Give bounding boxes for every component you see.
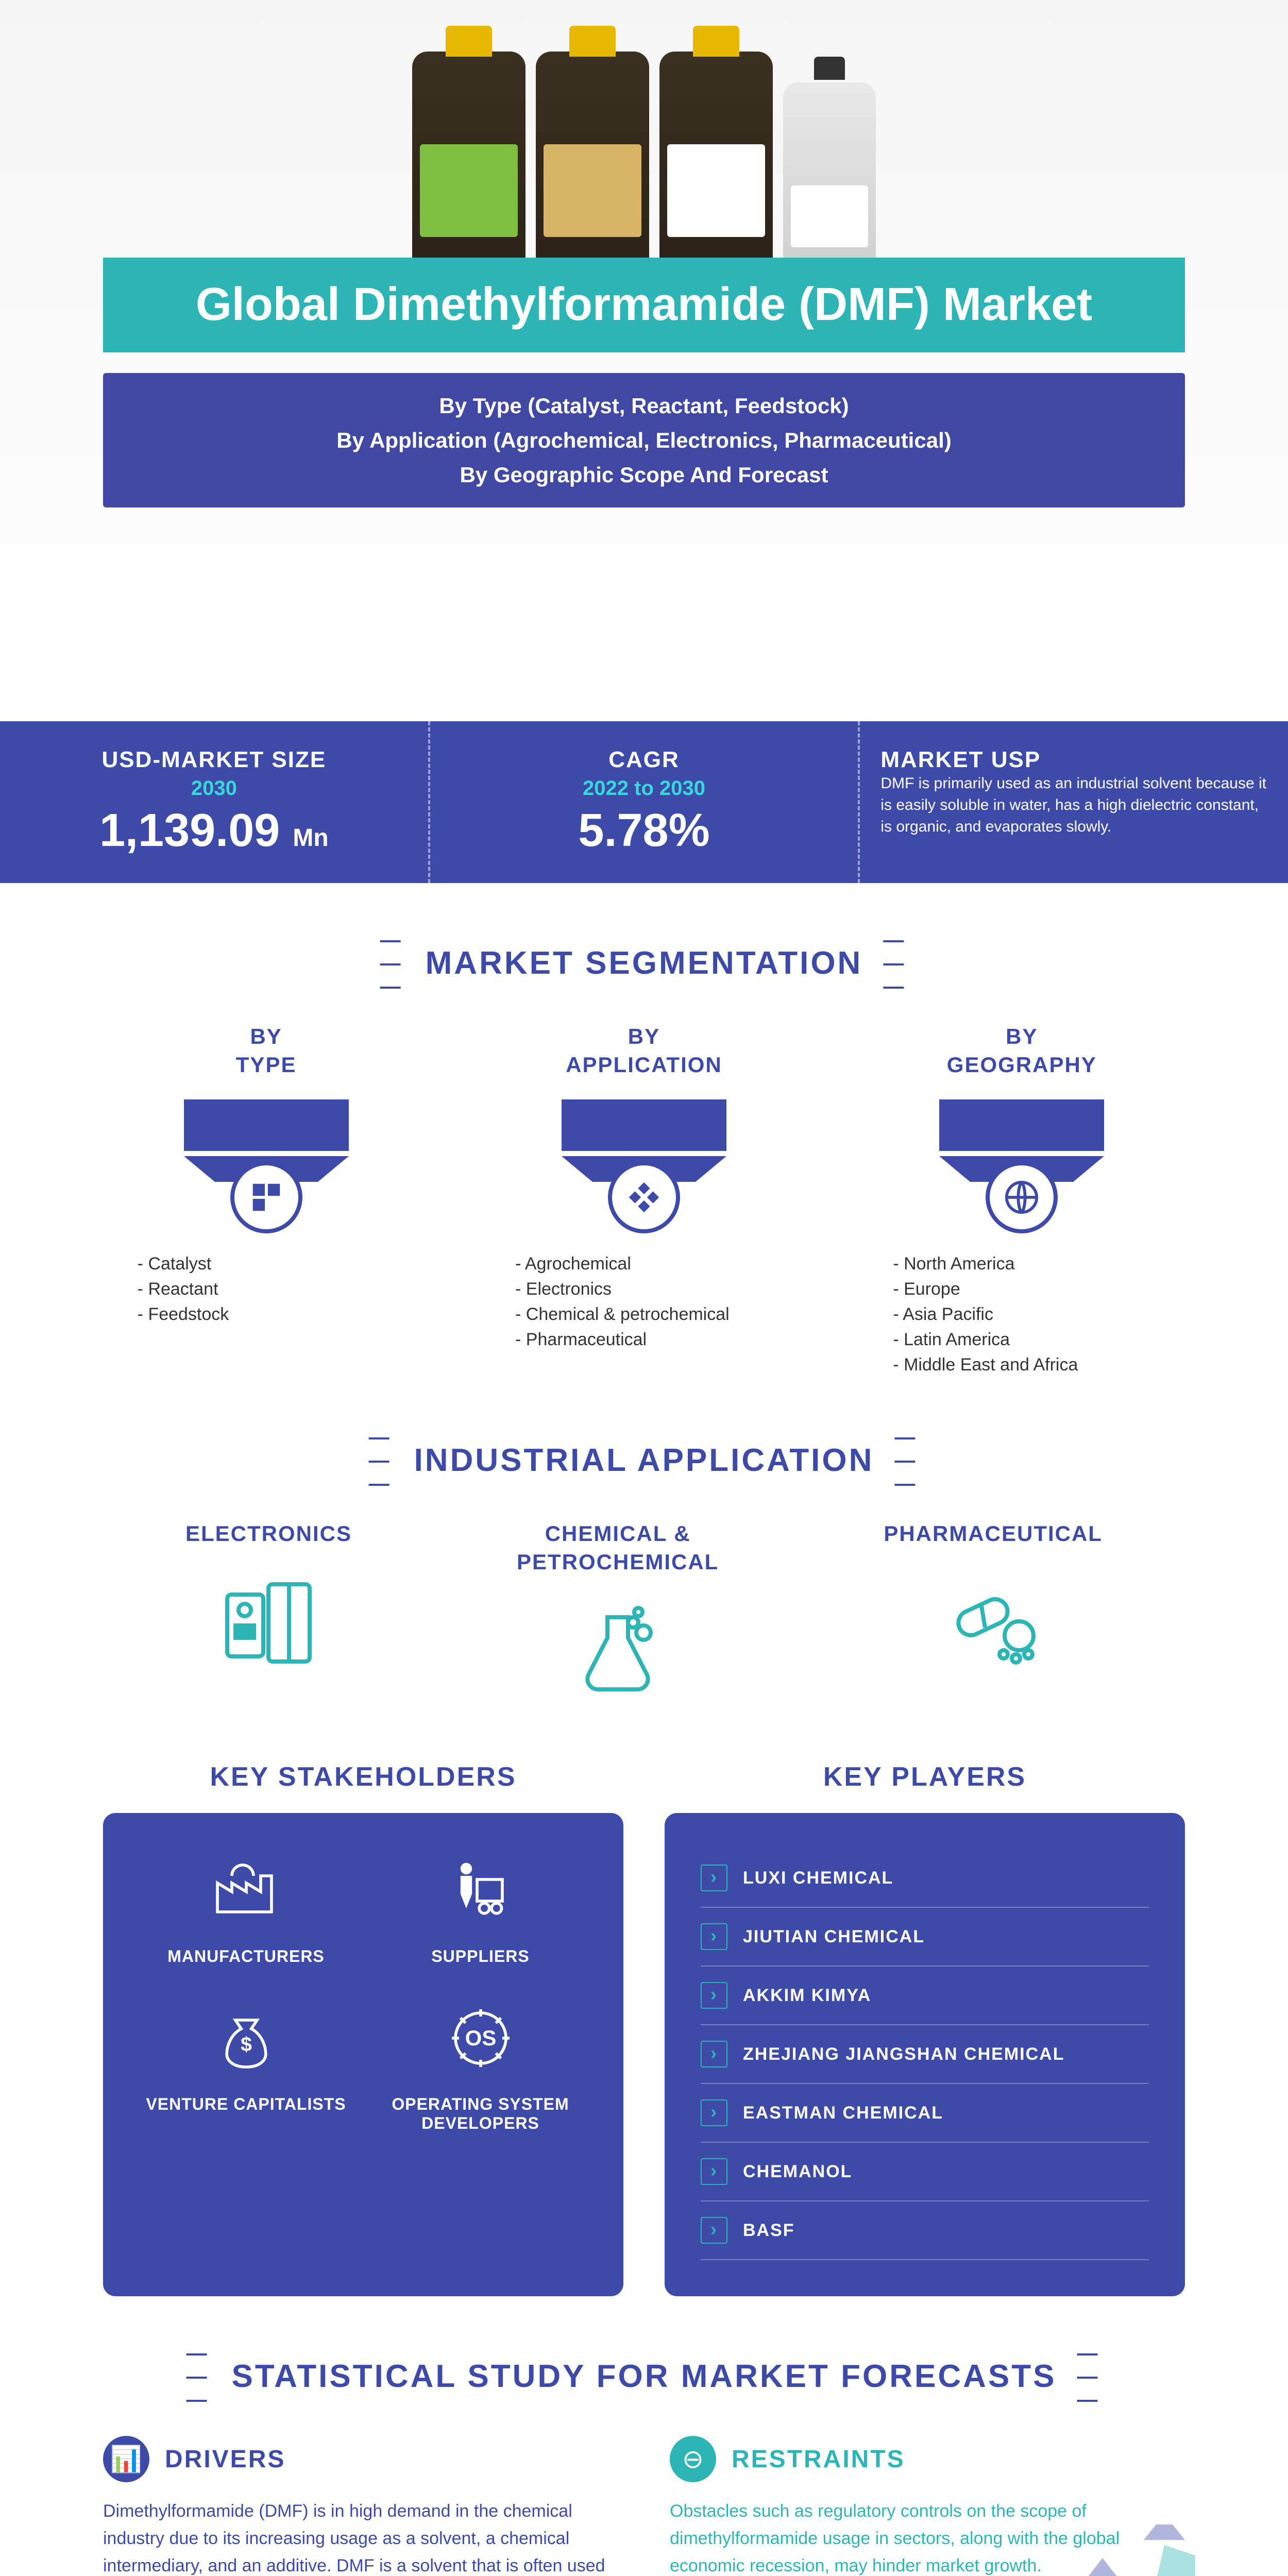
growth-arrows-graphic: [1005, 2524, 1211, 2576]
globe-icon: [986, 1161, 1058, 1233]
seg-banner: [184, 1099, 349, 1151]
subtitle-line: By Application (Agrochemical, Electronic…: [118, 423, 1170, 457]
stakeholders-card: MANUFACTURERS SUPPLIERS $ VENTURE CAPITA…: [103, 1813, 623, 2296]
stakeholder-item: $ VENTURE CAPITALISTS: [139, 1997, 353, 2133]
ind-electronics: ELECTRONICS: [185, 1520, 352, 1710]
cagr-stat: CAGR 2022 to 2030 5.78%: [430, 721, 860, 883]
drivers-text: Dimethylformamide (DMF) is in high deman…: [103, 2498, 618, 2576]
stake-play-row: MANUFACTURERS SUPPLIERS $ VENTURE CAPITA…: [0, 1813, 1288, 2296]
application-icon: [608, 1161, 680, 1233]
stat-year: 2022 to 2030: [451, 777, 838, 800]
stat-value: 1,139.09 Mn: [21, 804, 408, 857]
seg-app-list: Agrochemical Electronics Chemical & petr…: [474, 1254, 814, 1350]
usp-stat: MARKET USP DMF is primarily used as an i…: [860, 721, 1288, 883]
segmentation-heading: MARKET SEGMENTATION: [0, 945, 1288, 981]
seg-geo-list: North America Europe Asia Pacific Latin …: [852, 1254, 1192, 1375]
svg-text:OS: OS: [465, 2026, 496, 2050]
drivers-title: DRIVERS: [165, 2445, 285, 2473]
player-item: EASTMAN CHEMICAL: [701, 2084, 1149, 2143]
seg-title: BY GEOGRAPHY: [852, 1023, 1192, 1079]
players-list: LUXI CHEMICAL JIUTIAN CHEMICAL AKKIM KIM…: [701, 1849, 1149, 2260]
player-item: BASF: [701, 2201, 1149, 2260]
pill-icon: [937, 1569, 1050, 1682]
usp-text: DMF is primarily used as an industrial s…: [880, 773, 1267, 838]
player-item: LUXI CHEMICAL: [701, 1849, 1149, 1908]
ind-pharma: PHARMACEUTICAL: [884, 1520, 1103, 1710]
page-title: Global Dimethylformamide (DMF) Market: [134, 278, 1154, 332]
stakeholder-item: OS OPERATING SYSTEM DEVELOPERS: [374, 1997, 587, 2133]
players-heading: KEY PLAYERS: [665, 1761, 1185, 1792]
subtitle-line: By Type (Catalyst, Reactant, Feedstock): [118, 388, 1170, 423]
forecast-heading: STATISTICAL STUDY FOR MARKET FORECASTS: [0, 2358, 1288, 2395]
ind-chemical: CHEMICAL & PETROCHEMICAL: [517, 1520, 719, 1710]
list-item: Catalyst: [138, 1254, 436, 1274]
market-size-stat: USD-MARKET SIZE 2030 1,139.09 Mn: [0, 721, 430, 883]
os-icon: OS: [439, 1997, 522, 2079]
list-item: Middle East and Africa: [893, 1355, 1192, 1375]
segmentation-row: BY TYPE Catalyst Reactant Feedstock BY A…: [0, 1023, 1288, 1380]
list-item: Europe: [893, 1279, 1192, 1299]
industrial-heading: INDUSTRIAL APPLICATION: [0, 1442, 1288, 1479]
factory-icon: [205, 1849, 287, 1931]
ind-title: ELECTRONICS: [185, 1520, 352, 1548]
stakeholders-heading: KEY STAKEHOLDERS: [103, 1761, 623, 1792]
subtitle-line: By Geographic Scope And Forecast: [118, 457, 1170, 492]
forecast-row: 📊 DRIVERS Dimethylformamide (DMF) is in …: [0, 2436, 1288, 2576]
list-item: Feedstock: [138, 1304, 436, 1325]
stat-label: CAGR: [451, 747, 838, 773]
seg-type-list: Catalyst Reactant Feedstock: [96, 1254, 436, 1325]
player-item: CHEMANOL: [701, 2143, 1149, 2201]
seg-title: BY APPLICATION: [474, 1023, 814, 1079]
list-item: Electronics: [515, 1279, 814, 1299]
hero-section: Global Dimethylformamide (DMF) Market By…: [0, 0, 1288, 721]
stat-label: MARKET USP: [880, 747, 1267, 773]
drivers-icon: 📊: [103, 2436, 149, 2482]
restraints-title: RESTRAINTS: [732, 2445, 905, 2473]
seg-geo-col: BY GEOGRAPHY North America Europe Asia P…: [852, 1023, 1192, 1380]
seg-banner: [939, 1099, 1104, 1151]
industrial-row: ELECTRONICS CHEMICAL & PETROCHEMICAL PHA…: [0, 1520, 1288, 1710]
list-item: Chemical & petrochemical: [515, 1304, 814, 1325]
list-item: North America: [893, 1254, 1192, 1274]
seg-app-col: BY APPLICATION Agrochemical Electronics …: [474, 1023, 814, 1380]
list-item: Pharmaceutical: [515, 1330, 814, 1350]
stakeholder-item: SUPPLIERS: [374, 1849, 587, 1966]
title-band: Global Dimethylformamide (DMF) Market: [103, 258, 1185, 352]
stat-value: 5.78%: [451, 804, 838, 857]
subtitle-block: By Type (Catalyst, Reactant, Feedstock) …: [103, 373, 1185, 508]
supplier-icon: [439, 1849, 522, 1931]
list-item: Asia Pacific: [893, 1304, 1192, 1325]
seg-title: BY TYPE: [96, 1023, 436, 1079]
stat-label: USD-MARKET SIZE: [21, 747, 408, 773]
drivers-col: 📊 DRIVERS Dimethylformamide (DMF) is in …: [103, 2436, 618, 2576]
player-item: AKKIM KIMYA: [701, 1967, 1149, 2025]
svg-text:$: $: [241, 2034, 252, 2056]
stakeholder-item: MANUFACTURERS: [139, 1849, 353, 1966]
stat-year: 2030: [21, 777, 408, 800]
player-item: JIUTIAN CHEMICAL: [701, 1908, 1149, 1967]
ind-title: CHEMICAL & PETROCHEMICAL: [517, 1520, 719, 1576]
seg-type-col: BY TYPE Catalyst Reactant Feedstock: [96, 1023, 436, 1380]
money-bag-icon: $: [205, 1997, 287, 2079]
stake-play-heads: KEY STAKEHOLDERS KEY PLAYERS: [0, 1761, 1288, 1792]
stats-band: USD-MARKET SIZE 2030 1,139.09 Mn CAGR 20…: [0, 721, 1288, 883]
player-item: ZHEJIANG JIANGSHAN CHEMICAL: [701, 2025, 1149, 2084]
list-item: Agrochemical: [515, 1254, 814, 1274]
list-item: Latin America: [893, 1330, 1192, 1350]
restraints-icon: ⊖: [670, 2436, 716, 2482]
players-card: LUXI CHEMICAL JIUTIAN CHEMICAL AKKIM KIM…: [665, 1813, 1185, 2296]
electronics-icon: [212, 1569, 325, 1682]
seg-banner: [562, 1099, 726, 1151]
list-item: Reactant: [138, 1279, 436, 1299]
ind-title: PHARMACEUTICAL: [884, 1520, 1103, 1548]
type-icon: [230, 1161, 302, 1233]
flask-icon: [561, 1597, 674, 1710]
